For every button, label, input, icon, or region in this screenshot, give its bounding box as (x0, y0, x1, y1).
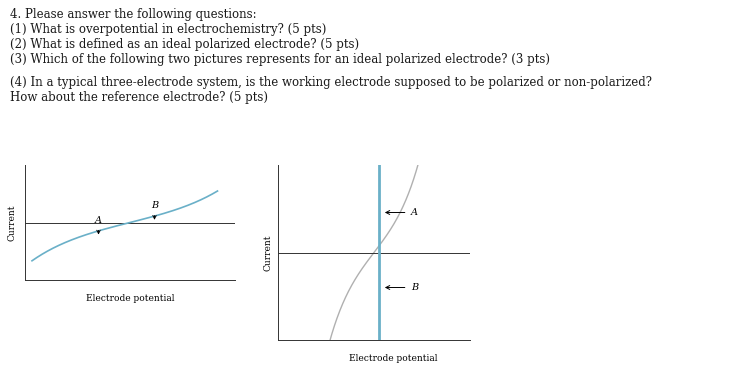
Text: Electrode potential: Electrode potential (86, 294, 174, 303)
Text: Electrode potential: Electrode potential (349, 354, 437, 363)
Text: (4) In a typical three-electrode system, is the working electrode supposed to be: (4) In a typical three-electrode system,… (10, 76, 652, 89)
Text: (2) What is defined as an ideal polarized electrode? (5 pts): (2) What is defined as an ideal polarize… (10, 38, 359, 51)
Text: Current: Current (264, 234, 273, 271)
Text: B: B (151, 201, 158, 210)
Text: How about the reference electrode? (5 pts): How about the reference electrode? (5 pt… (10, 91, 268, 104)
Text: (1) What is overpotential in electrochemistry? (5 pts): (1) What is overpotential in electrochem… (10, 23, 326, 36)
Text: A: A (410, 208, 418, 217)
Text: 4. Please answer the following questions:: 4. Please answer the following questions… (10, 8, 256, 21)
Text: A: A (95, 216, 102, 225)
Text: Current: Current (8, 204, 17, 241)
Text: (3) Which of the following two pictures represents for an ideal polarized electr: (3) Which of the following two pictures … (10, 53, 550, 66)
Text: B: B (410, 283, 418, 292)
